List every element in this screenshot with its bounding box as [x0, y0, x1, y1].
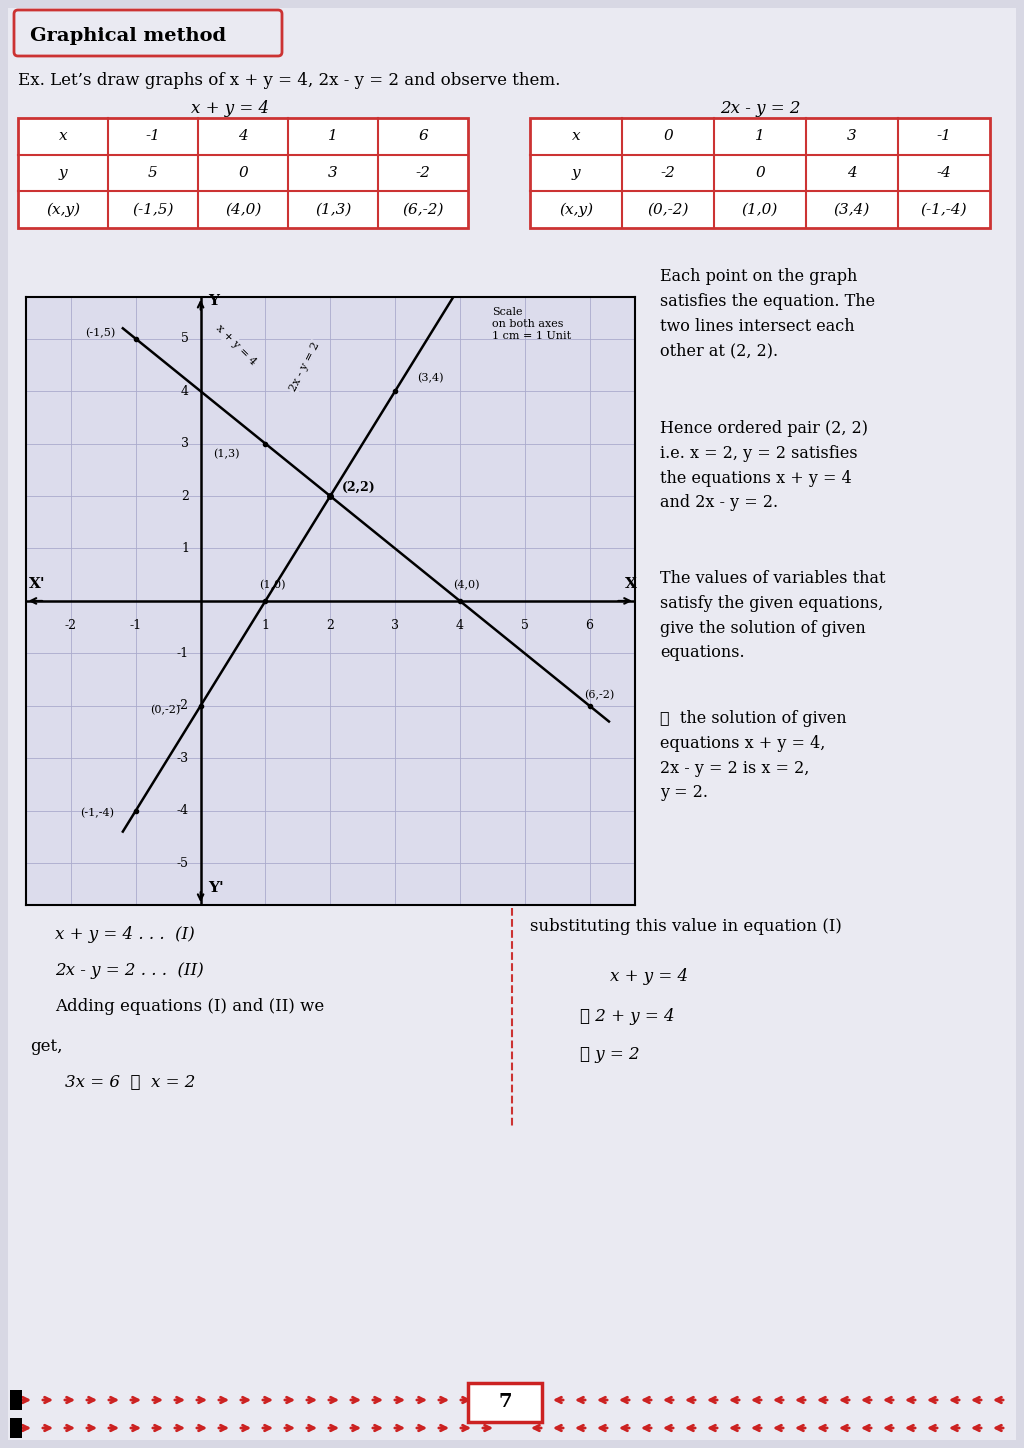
Text: 3: 3 [328, 167, 338, 180]
Text: 5: 5 [148, 167, 158, 180]
Text: -2: -2 [416, 167, 430, 180]
Text: 1: 1 [328, 129, 338, 143]
Text: (-1,5): (-1,5) [132, 203, 174, 217]
Text: -2: -2 [660, 167, 676, 180]
Text: 1: 1 [755, 129, 765, 143]
Text: x + y = 4: x + y = 4 [610, 969, 688, 985]
Text: 5: 5 [521, 620, 528, 633]
Text: 0: 0 [239, 167, 248, 180]
Text: X: X [626, 576, 637, 591]
Text: -1: -1 [177, 647, 189, 660]
Text: X': X' [29, 576, 45, 591]
Text: Hence ordered pair (2, 2)
i.e. x = 2, y = 2 satisfies
the equations x + y = 4
an: Hence ordered pair (2, 2) i.e. x = 2, y … [660, 420, 868, 511]
FancyBboxPatch shape [10, 1418, 22, 1438]
Text: get,: get, [30, 1038, 62, 1056]
Text: ∴  the solution of given
equations x + y = 4,
2x - y = 2 is x = 2,
y = 2.: ∴ the solution of given equations x + y … [660, 710, 847, 801]
Text: (1,3): (1,3) [213, 449, 240, 459]
Text: 1: 1 [181, 542, 189, 555]
Text: x: x [571, 129, 581, 143]
Text: 3: 3 [847, 129, 857, 143]
Text: (6,-2): (6,-2) [402, 203, 443, 217]
Text: y: y [571, 167, 581, 180]
Text: Ex. Let’s draw graphs of x + y = 4, 2x - y = 2 and observe them.: Ex. Let’s draw graphs of x + y = 4, 2x -… [18, 72, 560, 88]
Text: x: x [58, 129, 68, 143]
Text: Let’s solve these equations by method of elimination.: Let’s solve these equations by method of… [30, 877, 478, 895]
Text: 0: 0 [664, 129, 673, 143]
Text: -2: -2 [177, 699, 189, 712]
Text: Y': Y' [209, 880, 224, 895]
FancyBboxPatch shape [8, 9, 1016, 1439]
Text: ∴ 2 + y = 4: ∴ 2 + y = 4 [580, 1008, 675, 1025]
Text: (2,2): (2,2) [342, 481, 376, 494]
Text: (0,-2): (0,-2) [150, 705, 180, 715]
Text: (6,-2): (6,-2) [584, 689, 614, 699]
Text: (0,-2): (0,-2) [647, 203, 689, 217]
Text: 3: 3 [181, 437, 189, 450]
Text: Adding equations (I) and (II) we: Adding equations (I) and (II) we [55, 998, 325, 1015]
Text: 2x - y = 2: 2x - y = 2 [720, 100, 800, 117]
Text: 2x - y = 2 . . .  (II): 2x - y = 2 . . . (II) [55, 961, 204, 979]
Text: 3x = 6  ∴  x = 2: 3x = 6 ∴ x = 2 [65, 1074, 196, 1090]
Text: The values of variables that
satisfy the given equations,
give the solution of g: The values of variables that satisfy the… [660, 571, 886, 662]
Text: 0: 0 [755, 167, 765, 180]
Text: -1: -1 [130, 620, 142, 633]
FancyBboxPatch shape [10, 1390, 22, 1410]
Text: y: y [58, 167, 68, 180]
Text: Graphical method: Graphical method [30, 28, 226, 45]
Text: 2: 2 [327, 620, 334, 633]
Text: 6: 6 [586, 620, 594, 633]
Text: (3,4): (3,4) [834, 203, 870, 217]
Text: -1: -1 [937, 129, 951, 143]
Text: Y: Y [209, 294, 219, 308]
FancyBboxPatch shape [18, 117, 468, 227]
Text: 2x - y = 2: 2x - y = 2 [288, 340, 321, 394]
Text: (x,y): (x,y) [559, 203, 593, 217]
Text: (4,0): (4,0) [453, 579, 479, 589]
Text: (-1,-4): (-1,-4) [80, 808, 114, 818]
Text: x + y = 4: x + y = 4 [190, 100, 269, 117]
Text: -2: -2 [65, 620, 77, 633]
Text: (1,3): (1,3) [314, 203, 351, 217]
Text: 3: 3 [391, 620, 399, 633]
FancyBboxPatch shape [468, 1383, 542, 1422]
Text: substituting this value in equation (I): substituting this value in equation (I) [530, 918, 842, 935]
Text: -1: -1 [145, 129, 161, 143]
Text: (4,0): (4,0) [225, 203, 261, 217]
Text: (-1,5): (-1,5) [85, 327, 116, 339]
Text: 6: 6 [418, 129, 428, 143]
Text: 4: 4 [847, 167, 857, 180]
Text: -4: -4 [937, 167, 951, 180]
Text: (1,0): (1,0) [741, 203, 778, 217]
Text: -3: -3 [177, 752, 189, 765]
Text: ∴ y = 2: ∴ y = 2 [580, 1045, 640, 1063]
Text: Scale
on both axes
1 cm = 1 Unit: Scale on both axes 1 cm = 1 Unit [493, 307, 571, 340]
Text: -4: -4 [177, 804, 189, 817]
FancyBboxPatch shape [530, 117, 990, 227]
Text: (x,y): (x,y) [46, 203, 80, 217]
Text: 7: 7 [499, 1393, 512, 1410]
Text: (-1,-4): (-1,-4) [921, 203, 968, 217]
Text: 5: 5 [181, 332, 189, 345]
Text: 4: 4 [239, 129, 248, 143]
Text: 1: 1 [261, 620, 269, 633]
Text: 2: 2 [181, 489, 189, 502]
FancyBboxPatch shape [14, 10, 282, 56]
Text: (1,0): (1,0) [259, 579, 285, 589]
Text: -5: -5 [177, 857, 189, 870]
Text: x + y = 4 . . .  (I): x + y = 4 . . . (I) [55, 927, 195, 943]
Text: Each point on the graph
satisfies the equation. The
two lines intersect each
oth: Each point on the graph satisfies the eq… [660, 268, 876, 359]
Text: 4: 4 [456, 620, 464, 633]
Text: 4: 4 [181, 385, 189, 398]
Text: x + y = 4: x + y = 4 [214, 323, 258, 366]
Text: (3,4): (3,4) [418, 372, 444, 382]
